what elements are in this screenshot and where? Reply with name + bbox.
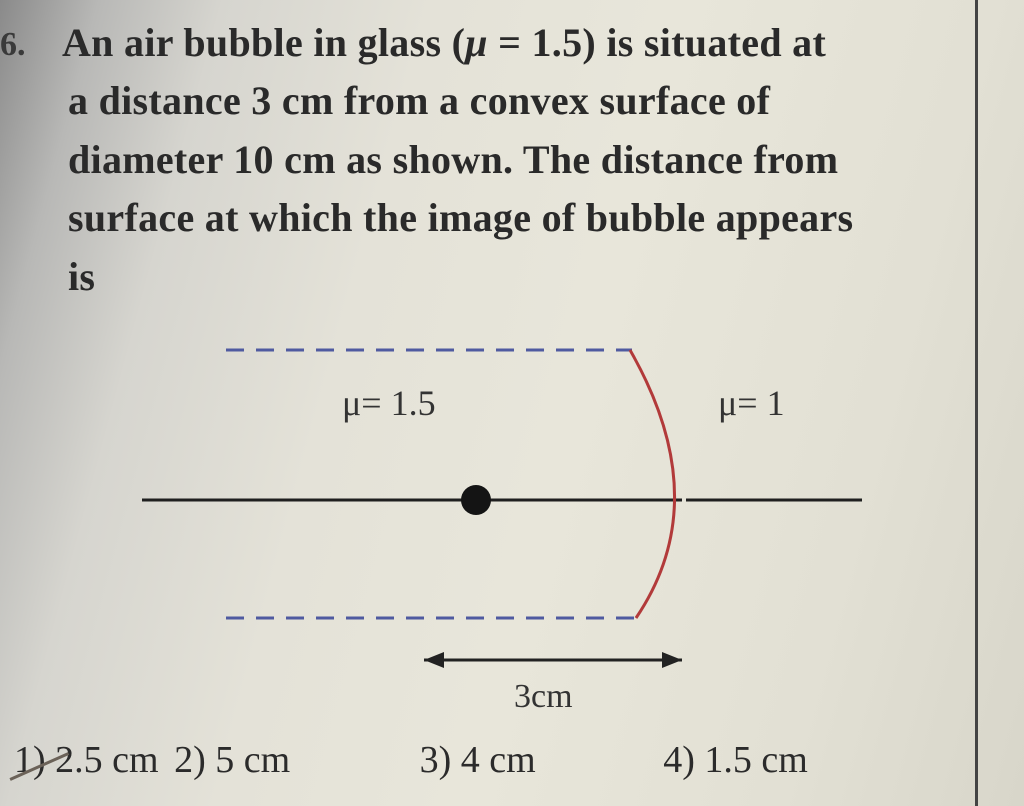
answer-options: 1) 2.5 cm 2) 5 cm 3) 4 cm 4) 1.5 cm — [14, 738, 1014, 782]
arrow-right-icon — [662, 652, 682, 668]
option-3[interactable]: 3) 4 cm — [420, 738, 536, 782]
q-line5: is — [62, 248, 964, 306]
q-paren-open: ( — [452, 20, 466, 65]
q-mu-value: = 1.5 — [488, 20, 583, 65]
mu-left-label: μ= 1.5 — [342, 382, 436, 424]
question-number: 6. — [0, 26, 26, 64]
q-line4: surface at which the image of bubble app… — [62, 189, 964, 247]
option-4[interactable]: 4) 1.5 cm — [663, 738, 808, 782]
q-line3: diameter 10 cm as shown. The distance fr… — [62, 131, 964, 189]
option-1[interactable]: 1) 2.5 cm — [14, 738, 159, 782]
q-line1-pre: An air bubble in glass — [62, 20, 452, 65]
question-text: An air bubble in glass (μ = 1.5) is situ… — [62, 14, 964, 306]
convex-surface-arc — [630, 350, 675, 618]
mu-right-label: μ= 1 — [718, 382, 785, 424]
dimension-label: 3cm — [514, 678, 573, 716]
page-right-edge — [975, 0, 978, 806]
option-2[interactable]: 2) 5 cm — [174, 738, 290, 782]
q-mu-symbol: μ — [465, 20, 488, 65]
optics-diagram: μ= 1.5 μ= 1 3cm — [142, 330, 882, 710]
q-paren-close: ) — [582, 20, 596, 65]
q-line1-post: is situated at — [596, 20, 826, 65]
arrow-left-icon — [424, 652, 444, 668]
q-line2: a distance 3 cm from a convex surface of — [62, 72, 964, 130]
air-bubble — [461, 485, 491, 515]
